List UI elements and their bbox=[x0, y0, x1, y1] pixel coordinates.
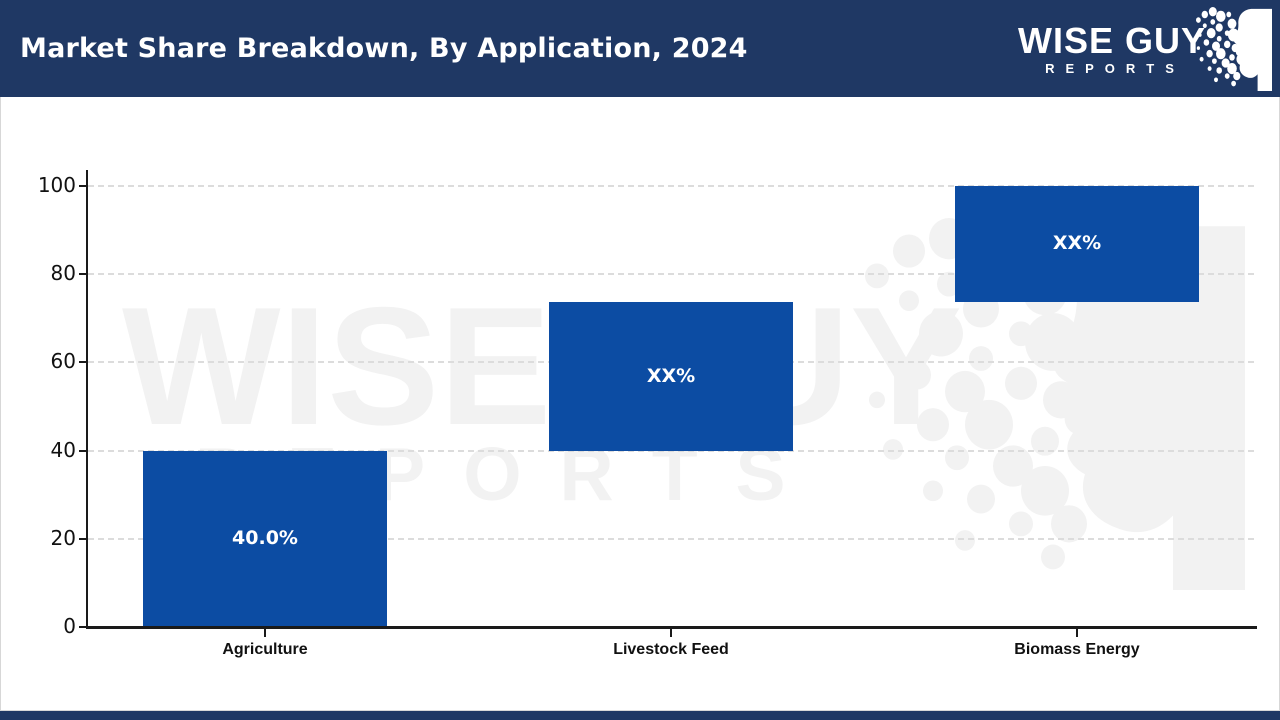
y-tick-label: 80 bbox=[50, 261, 76, 285]
y-tick-mark bbox=[79, 626, 87, 628]
x-tick-label: Agriculture bbox=[222, 641, 308, 658]
y-tick-label: 60 bbox=[50, 349, 76, 373]
gridline bbox=[88, 450, 1254, 452]
y-axis-spine bbox=[86, 170, 88, 628]
y-tick-mark bbox=[79, 361, 87, 363]
bar-agriculture bbox=[143, 451, 387, 627]
y-tick-label: 20 bbox=[50, 526, 76, 550]
header-band: Market Share Breakdown, By Application, … bbox=[0, 0, 1280, 97]
bar-value-label: 40.0% bbox=[232, 527, 298, 549]
y-tick-mark bbox=[79, 185, 87, 187]
y-tick-mark bbox=[79, 450, 87, 452]
gridline bbox=[88, 273, 1254, 275]
bar-livestock-feed bbox=[549, 302, 793, 451]
wiseguy-reports-logo: WISE GUY REPORTS bbox=[1018, 6, 1272, 92]
logo-wiseguy-text: WISE GUY bbox=[1017, 20, 1206, 61]
y-tick-mark bbox=[79, 273, 87, 275]
gridline bbox=[88, 538, 1254, 540]
logo-reports-text: REPORTS bbox=[1045, 61, 1185, 76]
x-axis-spine bbox=[86, 626, 1257, 629]
chart-title: Market Share Breakdown, By Application, … bbox=[20, 33, 748, 64]
bar-value-label: XX% bbox=[1052, 232, 1102, 254]
watermark-text: WISE GUY bbox=[122, 272, 963, 460]
bar-biomass-energy bbox=[955, 186, 1199, 302]
x-tick-label: Livestock Feed bbox=[613, 641, 729, 658]
y-tick-label: 40 bbox=[50, 438, 76, 462]
bar-value-label: XX% bbox=[646, 364, 696, 387]
y-tick-label: 100 bbox=[37, 173, 76, 197]
gridline bbox=[88, 185, 1254, 187]
x-tick-label: Biomass Energy bbox=[1014, 641, 1140, 658]
footer-band bbox=[0, 710, 1280, 720]
frame-left-edge bbox=[0, 97, 1, 711]
x-tick-mark bbox=[670, 629, 672, 637]
x-tick-mark bbox=[1076, 629, 1078, 637]
x-tick-mark bbox=[264, 629, 266, 637]
y-tick-mark bbox=[79, 538, 87, 540]
logo-text: WISE GUY REPORTS bbox=[1017, 20, 1206, 76]
y-tick-label: 0 bbox=[63, 614, 76, 638]
wiseguy-face-logo-icon bbox=[1196, 7, 1272, 91]
